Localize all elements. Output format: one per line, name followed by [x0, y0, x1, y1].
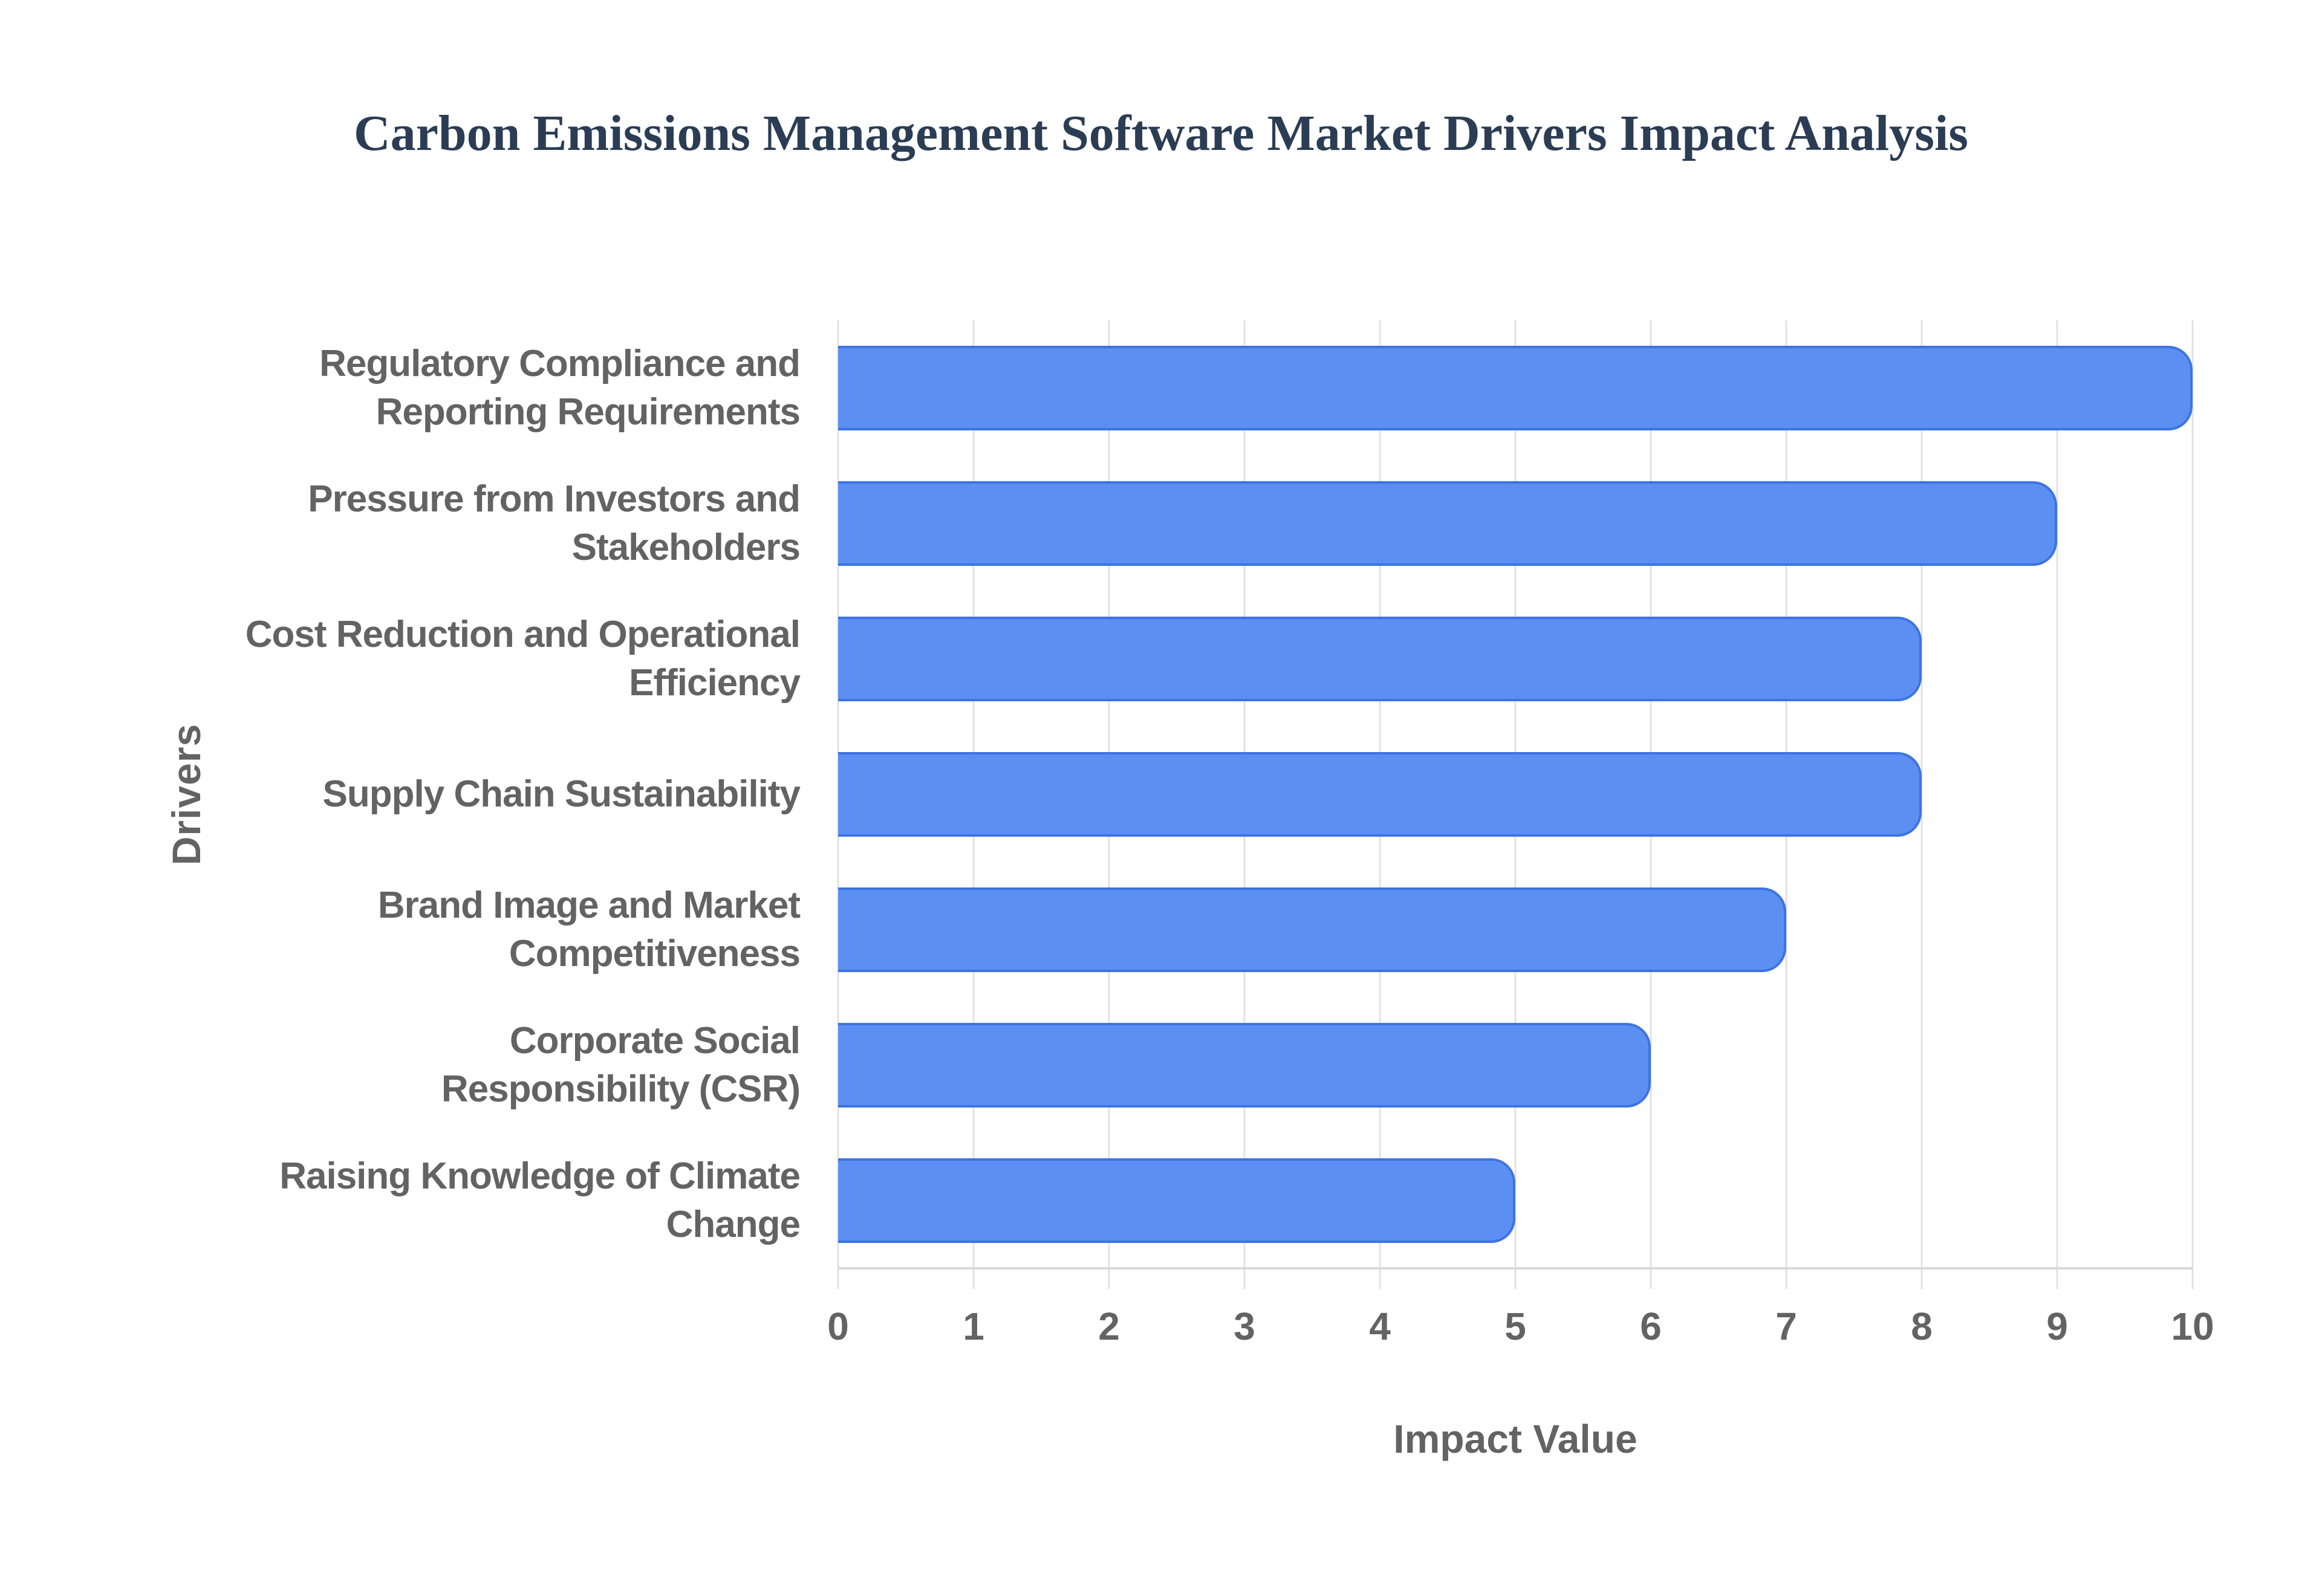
category-axis-labels: Regulatory Compliance and Reporting Requ…	[0, 320, 801, 1268]
bar-row	[838, 997, 2193, 1133]
x-tick-label: 9	[2046, 1305, 2068, 1348]
bar	[838, 752, 1922, 837]
chart-title: Carbon Emissions Management Software Mar…	[354, 105, 1968, 161]
bar-row	[838, 862, 2193, 997]
gridline	[1920, 320, 1923, 1289]
x-tick-label: 7	[1775, 1305, 1797, 1348]
bar	[838, 1158, 1515, 1243]
x-tick-label: 2	[1098, 1305, 1120, 1348]
x-tick-label: 1	[963, 1305, 984, 1348]
x-axis-title: Impact Value	[1393, 1416, 1637, 1461]
category-label: Raising Knowledge of Climate Change	[279, 1155, 801, 1245]
bar-row	[838, 591, 2193, 727]
plot-area	[837, 320, 2194, 1289]
x-axis-baseline	[838, 1267, 2193, 1270]
bar	[838, 617, 1922, 701]
bar	[838, 1023, 1651, 1108]
category-label: Cost Reduction and Operational Efficienc…	[245, 614, 801, 704]
x-tick-label: 3	[1234, 1305, 1255, 1348]
x-tick-label: 4	[1369, 1305, 1391, 1348]
x-tick-label: 5	[1504, 1305, 1526, 1348]
bar-row	[838, 456, 2193, 591]
category-label: Corporate Social Responsibility (CSR)	[441, 1020, 801, 1110]
gridline	[2191, 320, 2194, 1289]
bar	[838, 887, 1786, 972]
bar-row	[838, 1133, 2193, 1268]
category-label: Pressure from Investors and Stakeholders	[308, 478, 801, 568]
x-tick-label: 0	[827, 1305, 849, 1348]
bar	[838, 346, 2193, 430]
category-label: Supply Chain Sustainability	[322, 773, 801, 815]
category-label: Regulatory Compliance and Reporting Requ…	[319, 343, 801, 433]
category-label: Brand Image and Market Competitiveness	[377, 884, 801, 975]
x-tick-label: 10	[2171, 1305, 2214, 1348]
x-tick-label: 6	[1640, 1305, 1662, 1348]
bar-row	[838, 727, 2193, 862]
gridline	[2056, 320, 2058, 1289]
x-axis-tick-labels: 0 1 2 3 4 5 6 7 8 9 10	[827, 1305, 2214, 1349]
bar	[838, 481, 2057, 566]
x-tick-label: 8	[1911, 1305, 1933, 1348]
bar-row	[838, 320, 2193, 456]
